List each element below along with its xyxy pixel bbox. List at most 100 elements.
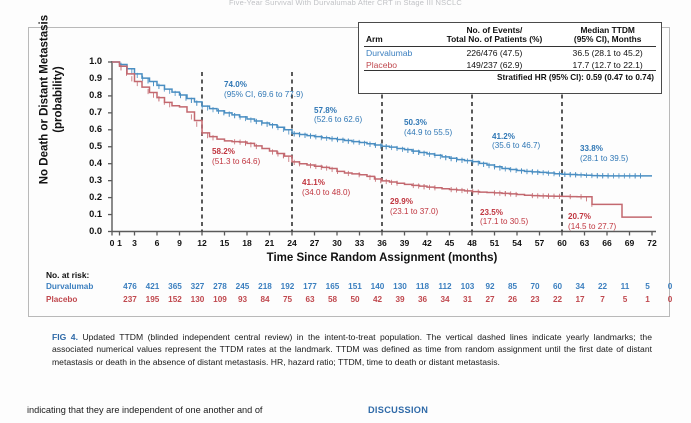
risk-value: 1 [645,295,650,304]
stats-events-placebo: 149/237 (62.9) [466,60,523,71]
x-tick-label: 33 [354,237,365,248]
x-tick-label: 57 [534,237,545,248]
risk-value: 34 [440,295,450,304]
landmark-rate: 50.3% [404,118,427,128]
landmark-annotation: 23.5% (17.1 to 30.5) [480,208,528,227]
stratified-hr-text: Stratified HR (95% CI): 0.59 (0.47 to 0.… [364,70,656,84]
x-tick-label: 60 [557,237,567,248]
y-tick-label: 1.0 [89,56,102,66]
risk-table-title: No. at risk: [46,270,90,280]
stats-row-placebo: Placebo 149/237 (62.9) 17.7 (12.7 to 22.… [364,59,656,71]
risk-row-label-durvalumab: Durvalumab [46,282,94,291]
landmark-rate: 41.1% [302,177,325,187]
landmark-confidence-interval: (34.0 to 48.0) [302,187,351,197]
risk-value: 42 [372,295,383,304]
risk-value: 93 [237,295,248,304]
risk-value: 103 [460,282,475,291]
stats-arm-placebo: Placebo [366,60,398,71]
risk-value: 0 [667,295,673,304]
stats-arm-durvalumab: Durvalumab [366,48,413,59]
risk-value: 23 [530,295,540,304]
risk-value: 192 [280,282,295,291]
risk-value: 218 [258,282,272,291]
stats-row-hazard-ratio: Stratified HR (95% CI): 0.59 (0.47 to 0.… [364,70,656,84]
landmark-confidence-interval: (28.1 to 39.5) [580,153,629,163]
x-tick-label: 15 [219,237,230,248]
number-at-risk-table: No. at risk: Durvalumab 476 421 365 327 278 2… [28,268,672,317]
y-tick-label: 0.8 [89,89,102,100]
landmark-annotation: 74.0% (95% CI, 69.6 to 77.9) [224,80,303,99]
x-tick-label: 27 [309,237,320,248]
risk-value: 22 [552,295,563,304]
x-tick-label: 63 [579,237,590,248]
y-axis-label: No Death or Distant Metastasis (probabil… [38,14,64,185]
risk-value: 130 [190,295,205,304]
landmark-confidence-interval: (52.6 to 62.6) [314,115,363,125]
risk-value: 421 [145,282,160,291]
risk-value: 5 [645,282,650,291]
stats-median-placebo: 17.7 (12.7 to 22.1) [572,60,643,71]
stats-events-durvalumab: 226/476 (47.5) [466,48,523,59]
summary-stats-table: Arm No. of Events/ Total No. of Patients… [358,22,662,94]
landmark-confidence-interval: (17.1 to 30.5) [480,217,529,227]
risk-value: 365 [168,282,182,291]
risk-value: 11 [620,282,630,291]
risk-value: 245 [235,282,250,291]
risk-value: 70 [530,282,540,291]
stats-header-events: No. of Events/ Total No. of Patients (%) [429,25,560,47]
landmark-rate: 58.2% [212,146,235,156]
stats-header-events-line1: No. of Events/ [466,25,523,35]
figure-number: FIG 4. [52,332,78,342]
risk-value: 118 [415,282,430,291]
risk-value: 75 [282,295,293,304]
y-tick-label: 0.3 [89,174,102,185]
risk-value: 27 [485,295,495,304]
x-tick-label: 3 [132,237,137,248]
risk-value: 22 [597,282,608,291]
x-tick-label: 21 [264,237,275,248]
landmark-rate: 74.0% [224,80,247,90]
x-tick-label: 39 [399,237,410,248]
risk-value: 7 [600,295,605,304]
x-tick-label: 0 [109,237,115,248]
risk-value: 327 [190,282,205,291]
y-tick-label: 0.7 [89,106,102,117]
x-tick-label: 45 [444,237,455,248]
stats-row-durvalumab: Durvalumab 226/476 (47.5) 36.5 (28.1 to … [364,46,656,58]
risk-value: 85 [507,282,518,291]
figure-caption-text: Updated TTDM (blinded independent centra… [52,332,652,367]
y-tick-label: 0.5 [89,140,102,151]
x-tick-label: 30 [332,237,342,248]
risk-value: 63 [305,295,315,304]
landmark-annotation: 20.7% (14.5 to 27.7) [568,212,616,231]
risk-value: 195 [145,295,160,304]
landmark-confidence-interval: (95% CI, 69.6 to 77.9) [224,89,304,99]
x-tick-label: 36 [377,237,387,248]
landmark-confidence-interval: (23.1 to 37.0) [390,206,439,216]
x-tick-label: 24 [287,237,297,248]
stats-median-durvalumab: 36.5 (28.1 to 45.2) [572,48,643,59]
risk-value: 39 [395,295,405,304]
figure-caption: FIG 4. Updated TTDM (blinded independent… [52,331,652,368]
landmark-annotation: 57.8% (52.6 to 62.6) [314,106,362,125]
stats-table-grid: Arm No. of Events/ Total No. of Patients… [364,25,656,84]
risk-value: 476 [123,282,137,291]
y-tick-label: 0.0 [89,225,102,236]
risk-value: 26 [507,295,518,304]
risk-value: 5 [622,295,628,304]
body-text-fragment: indicating that they are independent of … [27,405,263,415]
stats-header-median-line2: (95% CI), Months [573,34,642,45]
risk-value: 60 [552,282,563,291]
risk-value: 17 [575,295,585,304]
y-tick-label: 0.6 [89,123,102,134]
y-tick-label: 0.4 [89,157,102,168]
risk-value: 112 [438,282,452,291]
stats-header-arm: Arm [364,26,430,47]
x-axis-label: Time Since Random Assignment (months) [266,252,498,264]
running-head: Five-Year Survival With Durvalumab After… [229,0,462,7]
landmark-rate: 57.8% [314,105,337,115]
landmark-annotation: 41.1% (34.0 to 48.0) [302,178,350,197]
x-tick-label: 69 [624,237,635,248]
landmark-annotation: 58.2% (51.3 to 64.6) [212,147,260,166]
risk-value: 0 [667,282,673,291]
